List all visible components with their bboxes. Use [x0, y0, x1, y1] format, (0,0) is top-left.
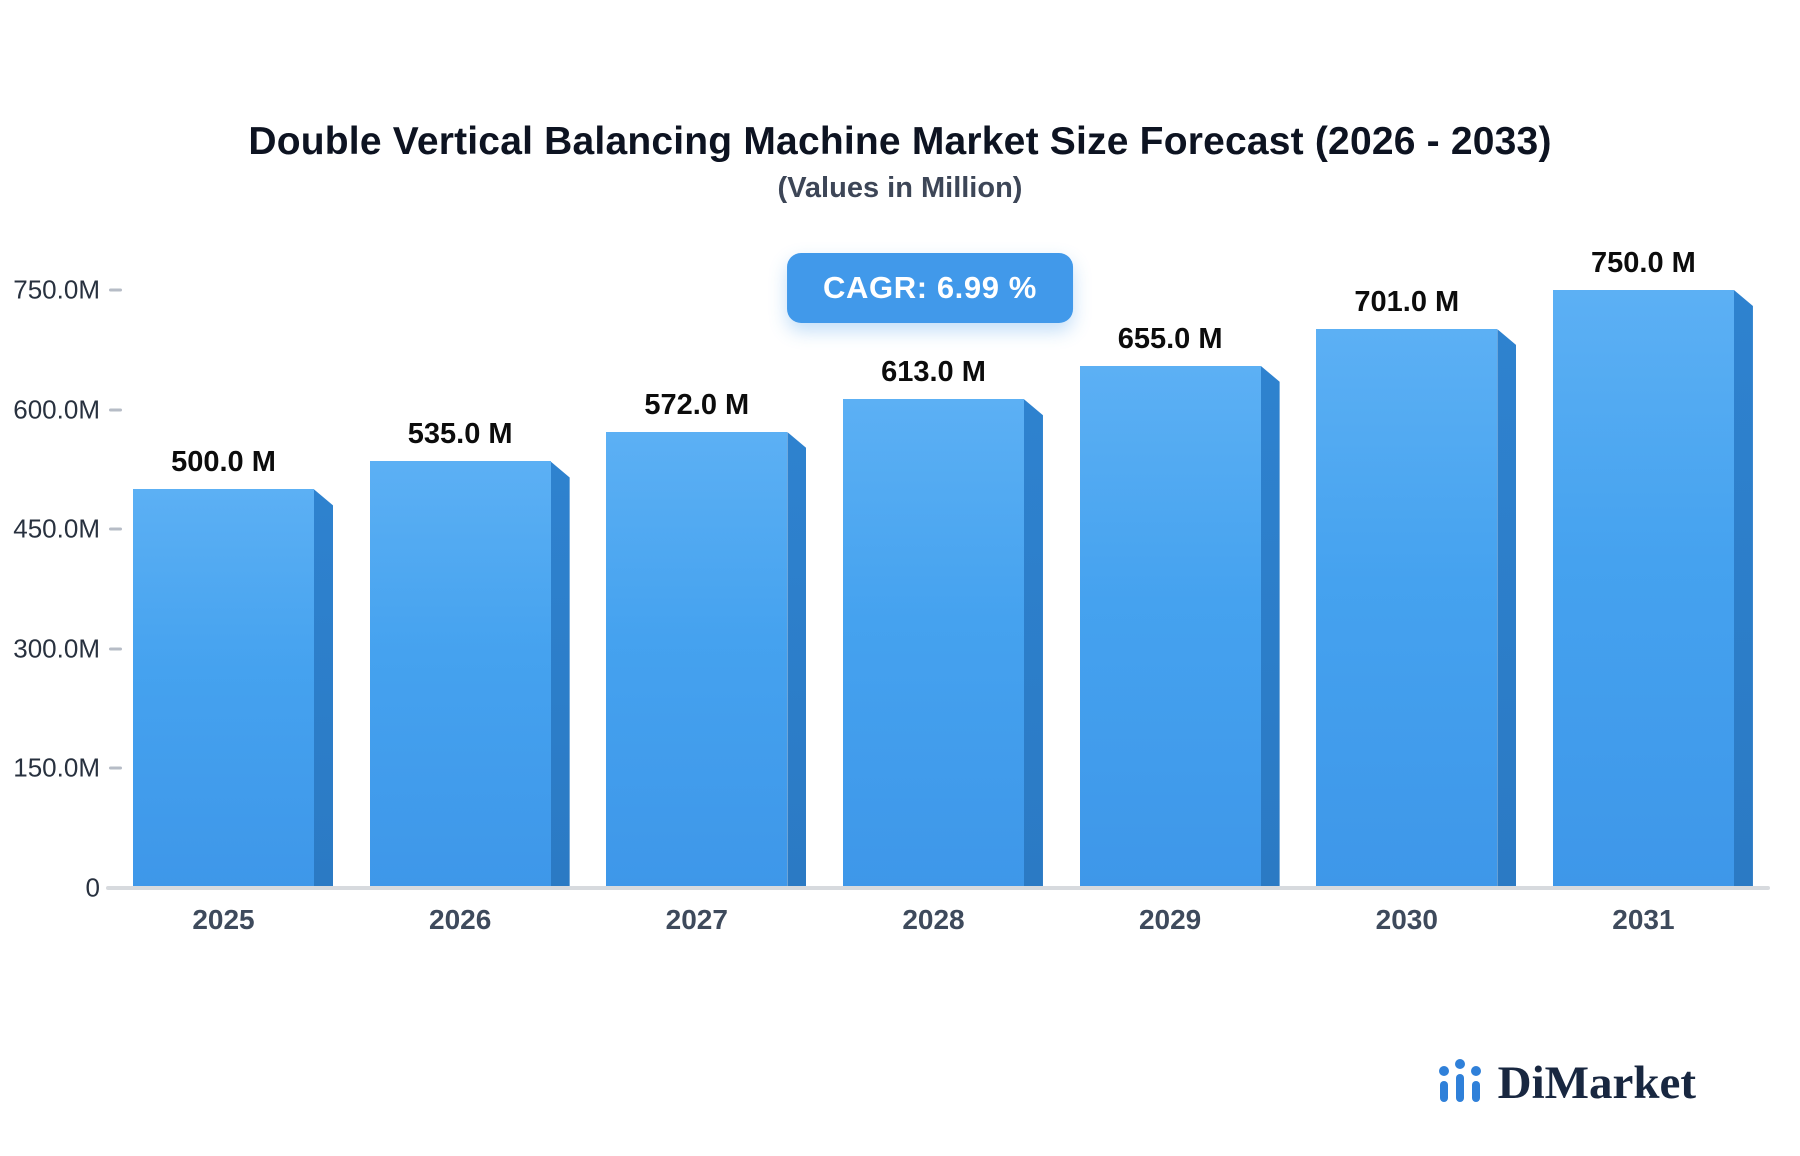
y-tick-mark: [109, 766, 122, 770]
y-tick-mark: [109, 647, 122, 651]
bar-face: [606, 431, 788, 888]
bar-group-2028: 613.0 M 2028: [842, 290, 1043, 935]
y-tick-mark: [109, 527, 122, 531]
bar-group-2031: 750.0 M 2031: [1552, 247, 1753, 935]
bar-side-shadow: [1733, 290, 1753, 888]
bar-2029: [1079, 365, 1280, 888]
chart-subtitle: (Values in Million): [777, 172, 1023, 205]
x-axis-baseline: [106, 886, 1770, 890]
x-axis-label: 2028: [902, 904, 965, 935]
bar-2025: [133, 489, 333, 888]
x-axis-label: 2031: [1612, 904, 1675, 935]
y-tick: 150.0M: [0, 753, 122, 784]
y-tick: 300.0M: [0, 633, 122, 664]
bar-face: [1552, 290, 1734, 888]
bar-group-2027: 572.0 M 2027: [606, 290, 807, 935]
bar-side-shadow: [314, 489, 333, 888]
brand-name: DiMarket: [1497, 1057, 1696, 1109]
chart-area: 750.0M 600.0M 450.0M 300.0M 150.0M 0 500.0 M 2…: [0, 247, 1800, 935]
bar-value-label: 500.0 M: [171, 446, 276, 479]
y-tick-label: 0: [85, 872, 100, 903]
bar-side-shadow: [1497, 329, 1517, 888]
bar-side-shadow: [1260, 365, 1280, 888]
y-tick: 750.0M: [0, 275, 122, 306]
bar-group-2025: 500.0 M 2025: [133, 290, 333, 935]
bar-value-label: 750.0 M: [1591, 247, 1696, 279]
bar-face: [842, 399, 1024, 888]
y-tick: 600.0M: [0, 394, 122, 425]
bar-chart-logo-icon: [1434, 1055, 1486, 1112]
bar-2027: [606, 431, 807, 888]
bar-value-label: 701.0 M: [1354, 286, 1460, 319]
x-axis-label: 2027: [665, 904, 728, 935]
bar-group-2029: 655.0 M 2029: [1079, 290, 1280, 935]
x-axis-label: 2030: [1375, 904, 1438, 935]
y-tick-label: 600.0M: [13, 394, 100, 425]
bar-value-label: 572.0 M: [644, 388, 750, 421]
x-axis-label: 2025: [192, 904, 255, 935]
y-tick-label: 150.0M: [13, 752, 100, 783]
x-axis-label: 2029: [1138, 904, 1202, 935]
bars-container: 500.0 M 2025 535.0 M 2026 572.0 M 2027 613.0 M…: [115, 247, 1771, 935]
bar-face: [369, 461, 551, 888]
cagr-badge: CAGR: 6.99 %: [787, 253, 1073, 323]
y-tick: 450.0M: [0, 514, 122, 545]
y-tick-mark: [109, 408, 122, 412]
bar-group-2026: 535.0 M 2026: [369, 290, 570, 935]
x-axis-label: 2026: [429, 904, 492, 935]
y-tick-label: 750.0M: [13, 274, 100, 305]
bar-value-label: 613.0 M: [881, 356, 986, 389]
bar-2026: [369, 461, 570, 888]
bar-2028: [842, 399, 1043, 888]
bar-value-label: 535.0 M: [407, 418, 513, 451]
bar-2030: [1316, 329, 1517, 888]
y-tick-label: 450.0M: [13, 513, 100, 544]
brand-logo: DiMarket: [1434, 1055, 1696, 1112]
y-tick-mark: [109, 288, 122, 292]
bar-2031: [1552, 290, 1753, 888]
page-title: Double Vertical Balancing Machine Market…: [248, 120, 1552, 164]
bar-side-shadow: [1023, 399, 1043, 888]
bar-face: [1079, 365, 1261, 888]
bar-value-label: 655.0 M: [1117, 322, 1223, 355]
bar-face: [133, 489, 314, 888]
y-tick: 0: [0, 873, 122, 904]
y-tick-label: 300.0M: [13, 633, 100, 664]
bar-side-shadow: [787, 431, 807, 888]
bar-face: [1316, 329, 1498, 888]
bar-side-shadow: [550, 461, 570, 888]
bar-group-2030: 701.0 M 2030: [1316, 286, 1517, 935]
